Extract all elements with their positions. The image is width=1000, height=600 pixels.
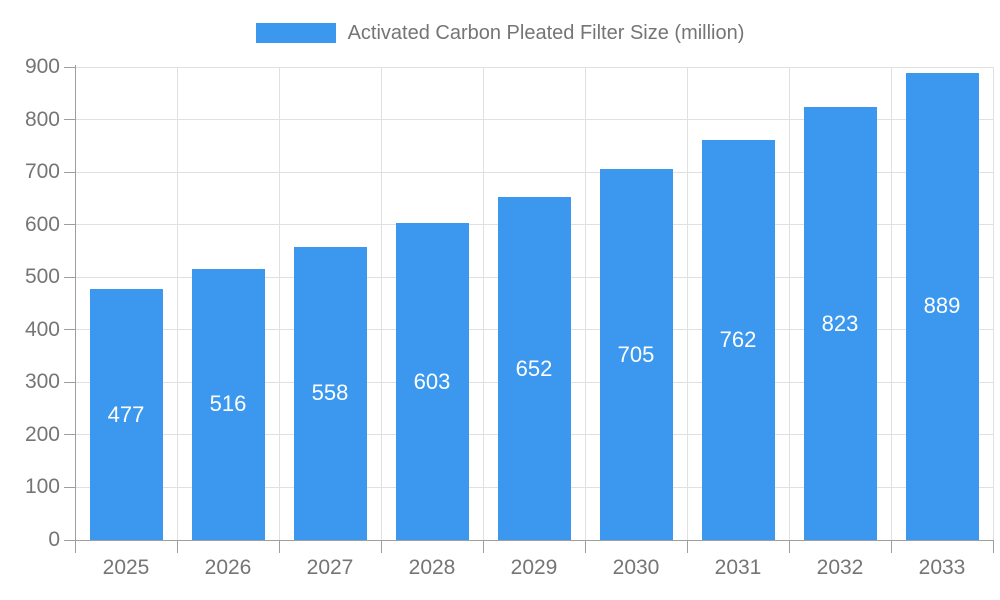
y-tick-label: 700 xyxy=(24,160,60,184)
v-gridline xyxy=(176,67,178,540)
bar[interactable]: 705 xyxy=(599,169,673,540)
x-tick-label: 2026 xyxy=(204,556,252,579)
y-axis-tick xyxy=(64,434,75,436)
y-axis-tick xyxy=(64,224,75,226)
x-axis-tick xyxy=(992,540,994,553)
x-tick-label: 2029 xyxy=(510,556,558,579)
x-tick-label: 2032 xyxy=(816,556,864,579)
y-axis-tick xyxy=(64,276,75,278)
bar[interactable]: 762 xyxy=(701,139,775,540)
v-gridline xyxy=(686,67,688,540)
x-axis-tick xyxy=(74,540,76,553)
x-tick-label: 2027 xyxy=(306,556,354,579)
x-tick-label: 2031 xyxy=(714,556,762,579)
x-tick-label: 2028 xyxy=(408,556,456,579)
legend-label: Activated Carbon Pleated Filter Size (mi… xyxy=(347,21,745,44)
y-axis-tick xyxy=(64,539,75,541)
y-axis-tick xyxy=(64,119,75,121)
x-axis-line xyxy=(75,539,993,541)
bar-value-label: 516 xyxy=(209,391,247,417)
v-gridline xyxy=(278,67,280,540)
bar-value-label: 762 xyxy=(719,326,757,352)
y-axis-line xyxy=(74,65,76,540)
bar-value-label: 477 xyxy=(107,401,145,427)
x-axis-tick xyxy=(686,540,688,553)
y-tick-label: 200 xyxy=(24,422,60,446)
y-tick-label: 300 xyxy=(24,370,60,394)
x-tick-label: 2033 xyxy=(918,556,966,579)
bar-value-label: 823 xyxy=(821,310,859,336)
y-axis-tick xyxy=(64,381,75,383)
x-axis-tick xyxy=(788,540,790,553)
v-gridline xyxy=(482,67,484,540)
y-axis-tick xyxy=(64,329,75,331)
x-axis-tick xyxy=(176,540,178,553)
bar[interactable]: 652 xyxy=(497,197,571,540)
y-tick-label: 600 xyxy=(24,212,60,236)
h-gridline xyxy=(75,119,993,121)
bar-value-label: 889 xyxy=(923,293,961,319)
x-tick-label: 2025 xyxy=(102,556,150,579)
bar-value-label: 603 xyxy=(413,368,451,394)
v-gridline xyxy=(380,67,382,540)
x-axis-tick xyxy=(380,540,382,553)
legend-swatch xyxy=(255,23,336,43)
v-gridline xyxy=(992,67,994,540)
y-tick-label: 500 xyxy=(24,265,60,289)
h-gridline xyxy=(75,66,993,68)
y-tick-label: 0 xyxy=(48,528,60,551)
y-axis-tick xyxy=(64,171,75,173)
y-tick-label: 900 xyxy=(24,55,60,78)
y-axis-tick xyxy=(64,486,75,488)
bar[interactable]: 477 xyxy=(89,289,163,540)
y-tick-label: 800 xyxy=(24,107,60,131)
bar[interactable]: 603 xyxy=(395,223,469,540)
y-tick-label: 100 xyxy=(24,475,60,499)
bar[interactable]: 516 xyxy=(191,268,265,540)
bar[interactable]: 823 xyxy=(803,107,877,540)
x-axis-tick xyxy=(278,540,280,553)
v-gridline xyxy=(890,67,892,540)
chart-legend[interactable]: Activated Carbon Pleated Filter Size (mi… xyxy=(0,18,1000,48)
h-gridline xyxy=(75,171,993,173)
y-tick-label: 400 xyxy=(24,317,60,341)
bar-value-label: 705 xyxy=(617,341,655,367)
x-axis-tick xyxy=(482,540,484,553)
bar-value-label: 652 xyxy=(515,355,553,381)
x-axis-tick xyxy=(890,540,892,553)
v-gridline xyxy=(788,67,790,540)
v-gridline xyxy=(584,67,586,540)
bar-value-label: 558 xyxy=(311,380,349,406)
bar[interactable]: 889 xyxy=(905,72,979,540)
x-axis-tick xyxy=(584,540,586,553)
y-axis-tick xyxy=(64,66,75,68)
bar[interactable]: 558 xyxy=(293,246,367,540)
x-tick-label: 2030 xyxy=(612,556,660,579)
